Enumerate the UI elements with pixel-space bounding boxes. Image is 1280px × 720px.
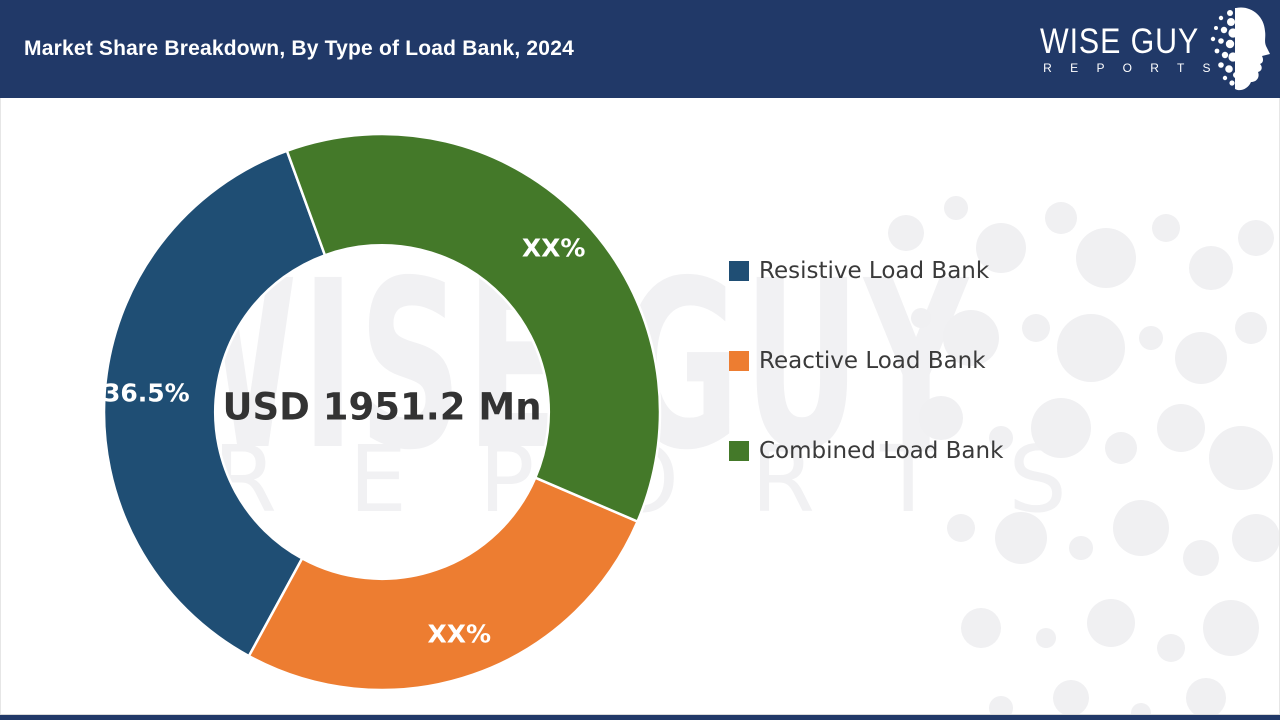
footer-divider — [0, 714, 1280, 715]
wiseguy-logo-text: WISE GUY R E P O R T S — [1040, 20, 1218, 75]
watermark-dots-face — [888, 196, 1279, 714]
legend-label: Resistive Load Bank — [759, 258, 990, 284]
donut-slice-2 — [285, 132, 662, 524]
legend-item-reactive: Reactive Load Bank — [729, 348, 1003, 374]
legend-swatch-resistive — [729, 261, 749, 281]
legend-label: Combined Load Bank — [759, 438, 1004, 464]
slice-label-0: 36.5% — [103, 378, 190, 407]
donut-slice-0 — [102, 149, 327, 658]
legend-item-resistive: Resistive Load Bank — [729, 258, 1003, 284]
footer-bar — [0, 715, 1280, 720]
logo-subtitle: R E P O R T S — [1043, 60, 1218, 75]
wiseguy-face-icon — [1210, 7, 1270, 91]
chart-area: WISE GUY REPORTS 36.5% — [0, 98, 1280, 714]
legend-item-combined: Combined Load Bank — [729, 438, 1003, 464]
donut-chart: 36.5% XX% XX% USD 1951.2 Mn — [102, 132, 662, 692]
chart-center-value: USD 1951.2 Mn — [222, 386, 541, 429]
slice-label-1: XX% — [428, 619, 492, 648]
header-banner: Market Share Breakdown, By Type of Load … — [0, 0, 1280, 98]
chart-legend: Resistive Load Bank Reactive Load Bank C… — [729, 258, 1003, 528]
wiseguy-logo: WISE GUY R E P O R T S — [1040, 0, 1272, 98]
logo-wordmark: WISE GUY — [1040, 20, 1200, 60]
legend-swatch-reactive — [729, 351, 749, 371]
slice-label-2: XX% — [522, 234, 586, 263]
legend-swatch-combined — [729, 441, 749, 461]
legend-label: Reactive Load Bank — [759, 348, 986, 374]
donut-slice-1 — [247, 476, 640, 692]
page-title: Market Share Breakdown, By Type of Load … — [24, 37, 574, 60]
